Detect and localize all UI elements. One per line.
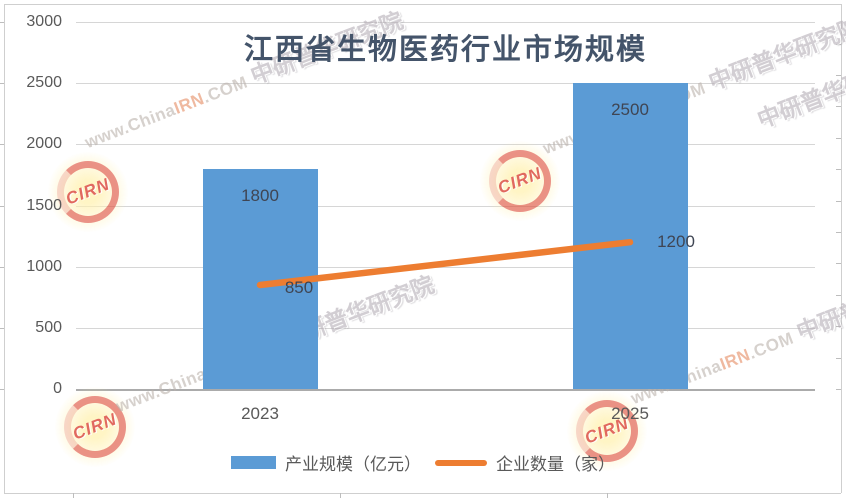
primary-axis-tick xyxy=(0,205,4,207)
x-axis-line xyxy=(76,389,815,391)
bar-series-label: 产业规模（亿元） xyxy=(285,455,421,474)
y-axis-label: 1500 xyxy=(26,196,62,214)
chart-border-top xyxy=(4,4,841,5)
y-axis-label: 2000 xyxy=(26,135,62,153)
watermark-ring xyxy=(57,161,119,223)
watermark-ring xyxy=(64,396,126,458)
watermark-cirn-logo: CIRN xyxy=(480,141,560,221)
gridline xyxy=(76,266,815,268)
line-data-label: 850 xyxy=(284,278,314,297)
category-axis-tick xyxy=(607,493,608,498)
legend: 产业规模（亿元） 企业数量（家） xyxy=(0,450,846,475)
watermark-cirn-logo: CIRN xyxy=(55,387,135,467)
secondary-axis-tick xyxy=(836,357,841,359)
gridline xyxy=(76,144,815,146)
secondary-axis-tick xyxy=(836,43,841,45)
bar-series-swatch xyxy=(231,456,276,469)
bar-data-label: 2500 xyxy=(611,100,649,120)
y-axis-label: 2500 xyxy=(26,74,62,92)
secondary-axis-tick xyxy=(836,75,841,76)
legend-item-line-series: 企业数量（家） xyxy=(435,450,615,475)
gridline xyxy=(76,22,815,23)
chart-border-left xyxy=(4,4,5,493)
secondary-axis-tick xyxy=(836,106,841,108)
primary-axis-tick xyxy=(0,22,4,23)
y-axis-label: 3000 xyxy=(26,13,62,30)
gridline xyxy=(76,83,815,85)
watermark-cirn-logo: CIRN xyxy=(567,391,647,471)
y-axis-label: 500 xyxy=(35,318,62,336)
secondary-axis-tick xyxy=(836,294,841,296)
watermark-ring xyxy=(489,150,551,212)
secondary-axis-tick xyxy=(836,326,841,328)
primary-axis-tick xyxy=(0,266,4,268)
y-axis-label: 1000 xyxy=(26,257,62,275)
primary-axis-tick xyxy=(0,144,4,146)
watermark-cirn-logo: CIRN xyxy=(48,152,128,232)
primary-axis-tick xyxy=(0,327,4,329)
line-series-path xyxy=(256,238,634,289)
primary-axis-tick xyxy=(0,83,4,85)
legend-item-bar-series: 产业规模（亿元） xyxy=(231,450,421,475)
gridline xyxy=(76,205,815,207)
line-data-label: 1200 xyxy=(657,232,695,252)
watermark-ring xyxy=(576,400,638,462)
primary-axis-tick xyxy=(0,389,4,390)
secondary-axis-tick xyxy=(836,389,841,390)
chart-border-right xyxy=(841,4,842,493)
secondary-axis-tick xyxy=(836,169,841,171)
secondary-axis-tick xyxy=(836,263,841,265)
y-axis-label: 0 xyxy=(53,380,62,397)
line-series-swatch xyxy=(435,459,487,466)
gridline xyxy=(76,327,815,329)
chart-title: 江西省生物医药行业市场规模 xyxy=(243,34,647,66)
x-axis-label: 2025 xyxy=(611,404,649,423)
secondary-axis-tick xyxy=(836,137,841,139)
secondary-axis-tick xyxy=(836,232,841,233)
secondary-axis-tick xyxy=(836,200,841,202)
bar-2025 xyxy=(572,83,688,389)
category-axis-tick xyxy=(73,493,74,498)
category-axis-tick xyxy=(340,493,341,498)
bar-data-label: 1800 xyxy=(241,185,279,205)
chart-border-bottom xyxy=(4,493,841,494)
line-series-label: 企业数量（家） xyxy=(496,455,615,474)
x-axis-label: 2023 xyxy=(241,404,279,423)
